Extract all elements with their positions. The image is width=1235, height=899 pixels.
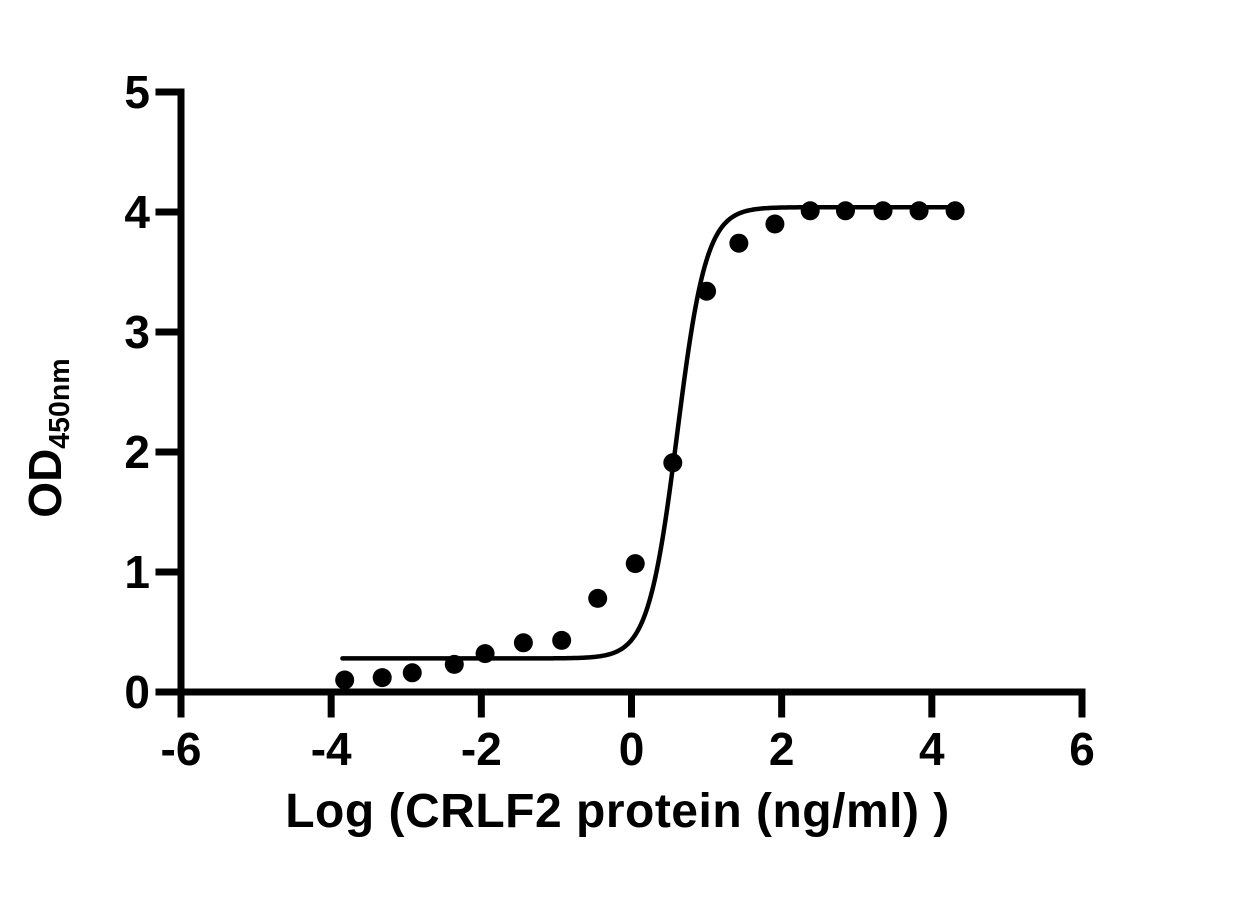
y-axis-tick-label: 5 [124,66,150,118]
y-axis-tick-label: 4 [124,186,150,238]
data-point [552,630,572,650]
data-point [873,201,893,221]
y-axis-title-sub: 450nm [43,358,76,449]
data-point-markers [335,201,965,690]
data-point [663,453,683,473]
data-point [945,201,965,221]
x-axis-tick-label: -6 [160,723,202,775]
x-axis-ticks [177,688,1086,718]
data-point [475,644,495,664]
y-axis-title: OD450nm [18,278,76,598]
y-axis-ticks [155,88,185,696]
data-point [402,663,422,683]
y-axis-title-main: OD [19,448,71,518]
data-point [335,670,355,690]
x-axis-title: Log (CRLF2 protein (ng/ml) ) [285,785,950,838]
data-point [729,233,749,253]
data-point [765,214,785,234]
data-point [909,201,929,221]
data-point [697,281,717,301]
axis-lines [177,88,1086,696]
data-point [800,201,820,221]
x-axis-tick-label: 6 [1069,723,1095,775]
data-point [513,633,533,653]
y-axis-tick-label: 1 [124,546,150,598]
x-axis-tick-label: 4 [919,723,945,775]
y-axis-tick-label: 2 [124,426,150,478]
data-point [372,668,392,688]
x-axis-tick-label: 2 [768,723,795,775]
y-axis-tick-label: 3 [124,306,150,358]
y-axis-tick-label: 0 [124,666,150,718]
data-point [588,588,608,608]
x-axis-tick-label: -4 [310,723,352,775]
data-point [835,201,855,221]
x-axis-tick-label: 0 [618,723,645,775]
fit-curve [340,204,959,661]
data-point [444,654,464,674]
x-axis-tick-label: -2 [460,723,502,775]
data-point [625,554,645,574]
